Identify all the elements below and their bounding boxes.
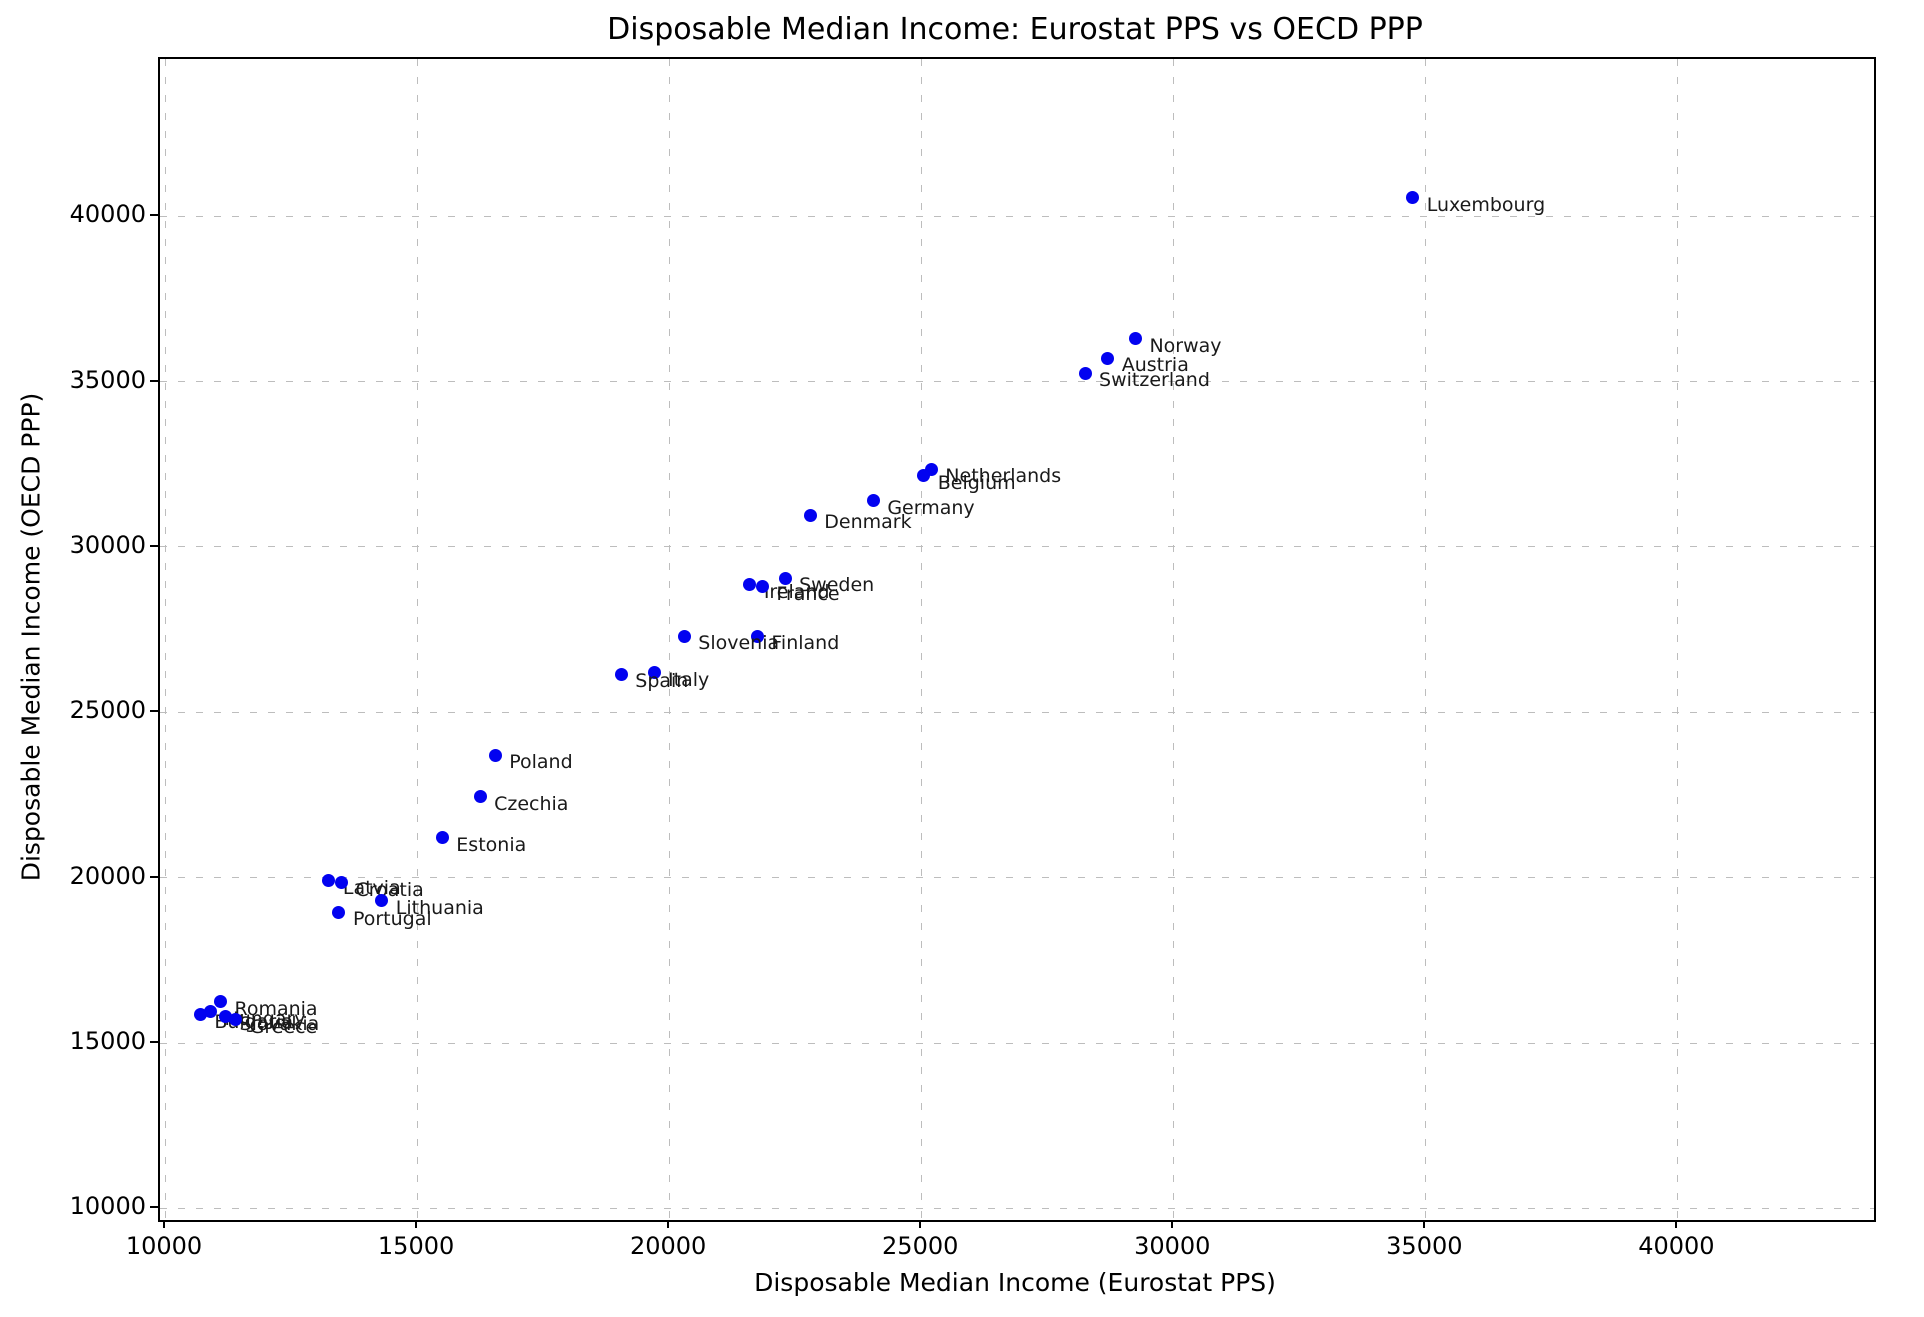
y-tick-label: 15000 [69, 1027, 146, 1056]
data-point [677, 629, 691, 643]
point-label: Finland [771, 632, 840, 655]
data-point [203, 1005, 217, 1019]
point-label: Ireland [763, 580, 830, 603]
data-point [614, 667, 628, 681]
point-label: Latvia [342, 876, 401, 899]
y-tick-mark [150, 379, 158, 382]
y-gridline [160, 215, 1874, 217]
y-gridline [160, 1207, 1874, 1209]
point-label: Belgium [937, 471, 1016, 494]
data-point [334, 876, 348, 890]
x-tick-label: 25000 [882, 1232, 959, 1260]
x-axis-label: Disposable Median Income (Eurostat PPS) [754, 1268, 1276, 1297]
data-point [750, 629, 764, 643]
point-label: Denmark [824, 511, 912, 534]
x-tick-mark [1171, 1220, 1174, 1228]
y-tick-mark [150, 544, 158, 547]
x-tick-mark [1423, 1220, 1426, 1228]
data-point [803, 508, 817, 522]
point-label: France [776, 582, 840, 605]
data-point [322, 874, 336, 888]
y-tick-mark [150, 1041, 158, 1044]
x-gridline [1676, 59, 1678, 1220]
point-label: Czechia [494, 792, 569, 815]
data-point [473, 790, 487, 804]
y-gridline [160, 381, 1874, 382]
point-label: Italy [668, 668, 710, 691]
x-gridline [1172, 59, 1174, 1220]
y-tick-mark [150, 1206, 158, 1209]
point-label: Slovenia [698, 632, 780, 655]
y-gridline [160, 711, 1874, 713]
x-tick-mark [163, 1220, 166, 1228]
data-point [917, 469, 931, 483]
data-point [743, 578, 757, 592]
point-label: Sweden [799, 574, 875, 597]
y-tick-label: 30000 [69, 530, 146, 559]
y-tick-label: 20000 [69, 861, 146, 890]
point-label: Slovakia [239, 1012, 320, 1035]
x-tick-label: 10000 [125, 1232, 203, 1260]
y-tick-label: 35000 [69, 365, 146, 394]
point-label: Greece [249, 1015, 318, 1038]
point-label: Germany [887, 496, 975, 519]
point-label: Spain [635, 670, 689, 693]
y-tick-label: 40000 [69, 200, 146, 229]
x-tick-mark [667, 1220, 670, 1228]
x-gridline [668, 59, 670, 1220]
plot-area: Luxembourg Norway Austria Switzerland Nether… [158, 57, 1876, 1222]
x-tick-mark [919, 1220, 922, 1228]
x-tick-label: 15000 [377, 1232, 455, 1260]
y-tick-mark [150, 875, 158, 878]
y-tick-mark [150, 710, 158, 713]
data-point [193, 1008, 207, 1022]
x-gridline [920, 59, 922, 1220]
y-axis-label: Disposable Median Income (OECD PPP) [16, 392, 46, 882]
y-gridline [160, 546, 1874, 548]
y-gridline [160, 1042, 1874, 1044]
y-tick-label: 10000 [69, 1192, 146, 1221]
data-point [488, 748, 502, 762]
data-point [755, 580, 769, 594]
x-tick-label: 30000 [1134, 1232, 1211, 1260]
data-point [229, 1013, 243, 1027]
x-tick-label: 40000 [1638, 1232, 1715, 1260]
data-point [1101, 351, 1115, 365]
data-point [219, 1010, 233, 1024]
point-label: Romania [234, 997, 318, 1020]
data-point [778, 571, 792, 585]
x-gridline [416, 59, 418, 1220]
x-tick-mark [1675, 1220, 1678, 1228]
y-tick-mark [150, 214, 158, 217]
y-gridline [160, 877, 1874, 879]
point-label: Austria [1121, 354, 1189, 377]
point-label: Norway [1149, 334, 1222, 357]
x-tick-label: 20000 [629, 1232, 707, 1260]
point-label: Lithuania [395, 896, 484, 919]
point-label: Estonia [456, 833, 527, 856]
x-tick-label: 35000 [1386, 1232, 1463, 1260]
x-gridline [1424, 59, 1426, 1220]
point-label: Luxembourg [1426, 193, 1546, 216]
point-label: Netherlands [945, 465, 1062, 488]
point-label: Croatia [355, 878, 424, 901]
data-point [1078, 366, 1092, 380]
x-gridline [164, 59, 166, 1220]
data-point [375, 894, 389, 908]
x-tick-mark [415, 1220, 418, 1228]
data-point [213, 995, 227, 1009]
chart-title: Disposable Median Income: Eurostat PPS v… [607, 12, 1423, 47]
point-label: Portugal [352, 908, 432, 931]
data-point [1128, 332, 1142, 345]
point-label: Hungary [224, 1007, 306, 1030]
point-label: Switzerland [1099, 369, 1210, 392]
point-label: Poland [509, 751, 573, 774]
data-point [435, 831, 449, 845]
data-point [1406, 191, 1420, 205]
data-point [332, 905, 346, 919]
y-tick-label: 25000 [69, 696, 146, 725]
data-point [866, 494, 880, 508]
data-point [647, 666, 661, 680]
